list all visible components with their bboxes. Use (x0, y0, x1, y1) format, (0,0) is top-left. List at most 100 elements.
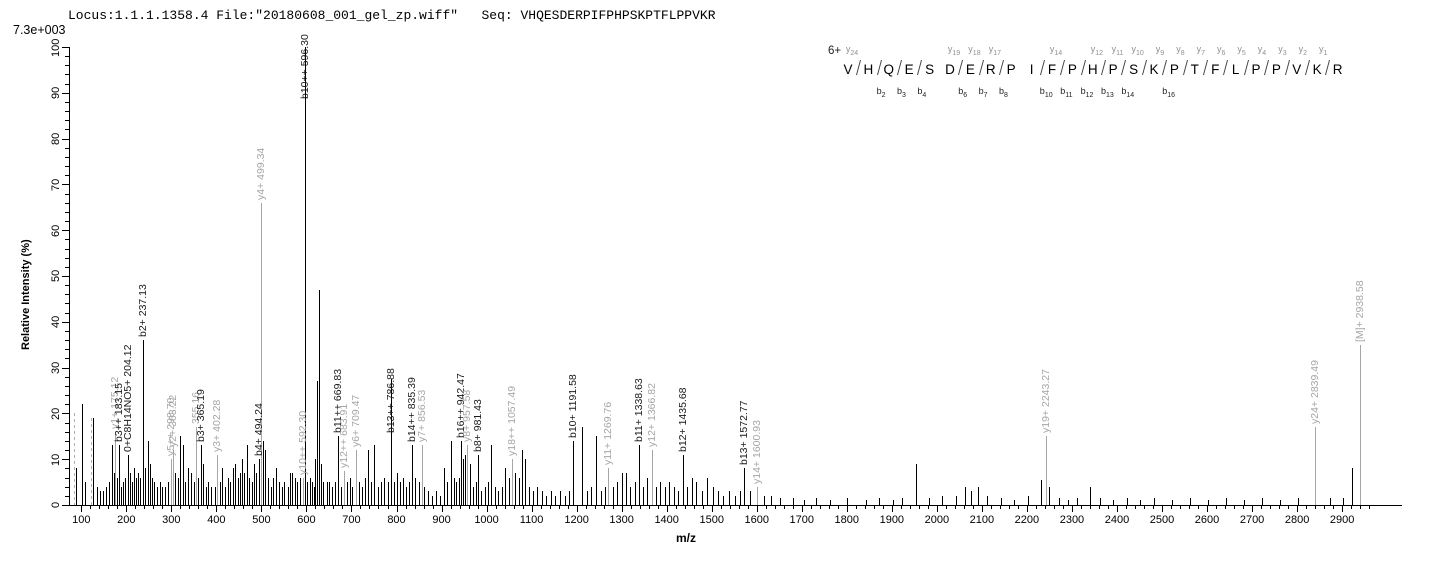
peak (569, 491, 571, 505)
peak (428, 491, 430, 505)
x-axis-tick (1261, 505, 1263, 509)
ion-index: 7 (1201, 49, 1205, 57)
x-axis-tick (585, 505, 587, 509)
x-axis-tick (1017, 505, 1019, 509)
y-axis-tick-label: 40 (50, 315, 62, 329)
x-axis-tick (891, 505, 893, 512)
peak (151, 477, 153, 505)
x-axis-tick (639, 505, 641, 509)
b-ion-ladder-label: b11 (1060, 86, 1073, 99)
peak-y-ion (344, 470, 346, 505)
peak-label: b11+ 1338.63 (633, 378, 646, 443)
peak (399, 482, 401, 505)
peak (82, 404, 84, 505)
x-axis-tick (1089, 505, 1091, 509)
base-peak-intensity-scale: 7.3e+003 (13, 23, 66, 37)
x-axis-tick (774, 505, 776, 509)
x-axis-tick (1198, 505, 1200, 509)
peak (1068, 500, 1070, 505)
peak (673, 486, 675, 505)
peak (564, 495, 566, 505)
y-axis-tick (65, 349, 69, 351)
y-ion-ladder-label: y6 (1216, 44, 1226, 57)
b-ion-ladder-label: b16 (1162, 86, 1175, 99)
x-axis-tick-label: 1700 (789, 514, 814, 526)
peak-label: y24+ 2839.49 (1308, 360, 1321, 425)
x-axis-tick (603, 505, 605, 509)
peak (879, 498, 881, 505)
peak (340, 486, 342, 505)
x-axis-tick (756, 505, 758, 512)
peak (234, 463, 236, 505)
y-axis-tick (65, 101, 69, 103)
y-axis-tick (65, 404, 69, 406)
y-axis-tick (65, 239, 69, 241)
peak-label: b12+ 1435.68 (676, 387, 689, 452)
y-axis-tick (62, 138, 69, 140)
x-axis-tick (306, 505, 308, 512)
peak (928, 498, 930, 505)
peak (469, 463, 471, 505)
peak (780, 498, 782, 505)
peak (750, 491, 752, 505)
x-axis-tick (801, 505, 803, 512)
y-axis-tick (65, 330, 69, 332)
x-axis-tick (486, 505, 488, 512)
x-axis-tick (189, 505, 191, 509)
x-axis-tick (180, 505, 182, 509)
x-axis-tick (297, 505, 299, 509)
y-ion-ladder-label: y24 (845, 44, 859, 57)
x-axis-tick-label: 2900 (1329, 514, 1355, 526)
peak (131, 482, 133, 505)
peak (116, 477, 118, 505)
y-ion-ladder-label: y7 (1196, 44, 1205, 57)
ion-index: 18 (972, 49, 981, 57)
ion-index: 8 (1004, 91, 1008, 99)
ion-index: 3 (902, 91, 906, 99)
peak (256, 472, 258, 505)
peak (464, 454, 466, 505)
peak (118, 445, 120, 505)
x-axis-tick (648, 505, 650, 509)
peak (505, 468, 507, 505)
peak (604, 486, 606, 505)
x-axis-tick (99, 505, 101, 509)
x-axis-tick (1324, 505, 1326, 509)
x-axis-tick (81, 505, 83, 512)
x-axis-tick (549, 505, 551, 509)
x-axis-tick (1080, 505, 1082, 509)
y-axis-tick-label: 80 (50, 132, 62, 145)
peak (462, 459, 464, 505)
y-axis-tick-label: 30 (50, 361, 62, 374)
x-axis-tick (252, 505, 254, 509)
x-axis-tick (423, 505, 425, 509)
x-axis-tick (792, 505, 794, 509)
peak (140, 477, 142, 505)
peak (159, 482, 161, 505)
x-axis-tick (819, 505, 821, 509)
x-axis-tick (522, 505, 524, 509)
x-axis-tick (945, 505, 947, 509)
peak (405, 486, 407, 505)
peak (494, 486, 496, 505)
peak (304, 47, 306, 505)
peak (436, 491, 438, 505)
peak (525, 459, 527, 505)
peptide-residue: H (1087, 62, 1098, 77)
peak (646, 477, 648, 505)
peak (987, 495, 989, 505)
y-ion-ladder-label: y5 (1237, 44, 1246, 57)
peak (154, 482, 156, 505)
peak (297, 482, 299, 505)
x-axis-tick (765, 505, 767, 509)
peak (537, 486, 538, 505)
peak-label: y18++ 1057.49 (506, 386, 519, 457)
peak (630, 486, 632, 505)
y-ion-ladder-label: y9 (1155, 44, 1165, 57)
x-axis-tick (720, 505, 722, 509)
b-ion-ladder-label: b3 (897, 86, 906, 99)
x-axis-tick-label: 1500 (699, 514, 724, 526)
ion-index: 6 (1221, 49, 1226, 57)
x-axis-tick (594, 505, 596, 509)
y-axis-tick (62, 413, 69, 415)
